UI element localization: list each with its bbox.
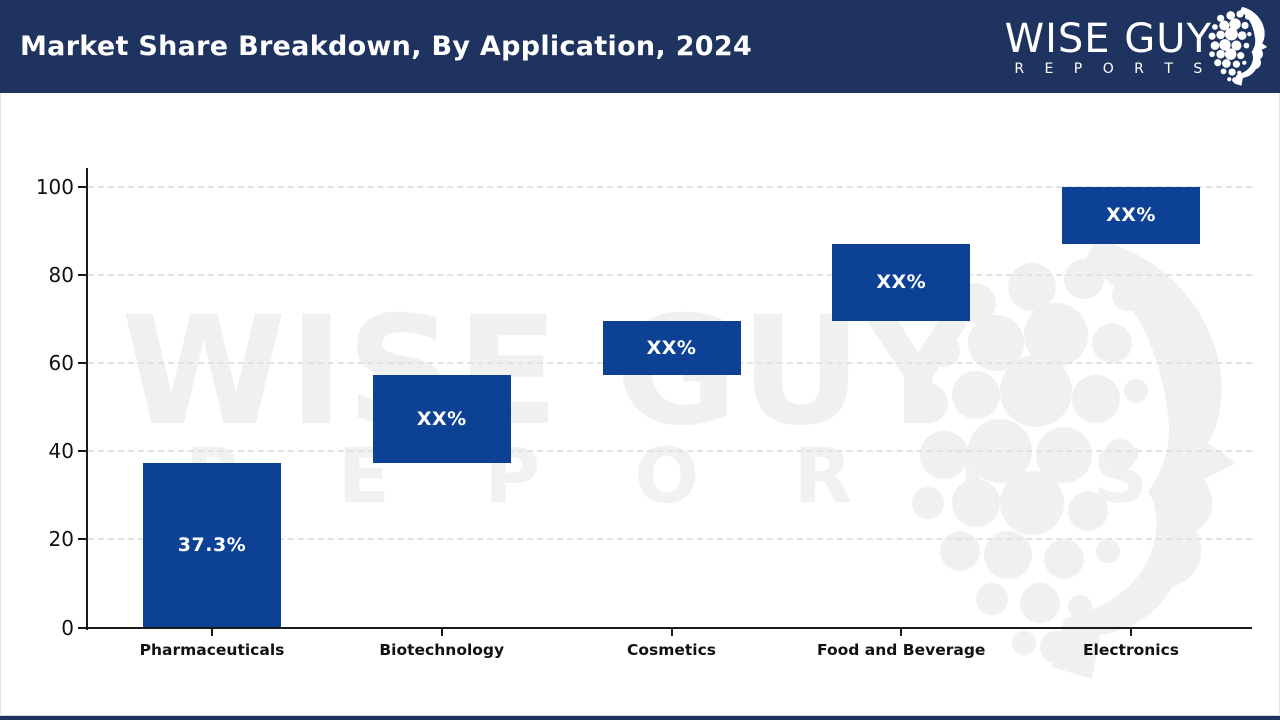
y-tick-label: 100 bbox=[35, 174, 74, 199]
y-tick-mark bbox=[78, 273, 86, 276]
x-tick-label: Pharmaceuticals bbox=[139, 640, 285, 659]
x-axis bbox=[86, 626, 1252, 629]
logo-wordmark: WISE GUY bbox=[1004, 15, 1212, 62]
y-tick-label: 60 bbox=[48, 350, 74, 375]
x-tick-mark bbox=[900, 629, 903, 636]
bar-value-label: XX% bbox=[1106, 204, 1156, 227]
x-tick-mark bbox=[1130, 629, 1132, 636]
bar: 37.3% bbox=[143, 463, 281, 628]
x-tick-label: Food and Beverage bbox=[817, 640, 986, 659]
bar-value-label: XX% bbox=[646, 336, 697, 359]
x-tick-label: Cosmetics bbox=[626, 640, 717, 659]
bar: XX% bbox=[1062, 186, 1200, 244]
y-tick-mark bbox=[78, 626, 86, 629]
bar: XX% bbox=[372, 374, 511, 463]
x-tick-mark bbox=[440, 629, 443, 636]
x-tick-mark bbox=[211, 629, 213, 636]
gridline bbox=[88, 450, 1252, 453]
header: Market Share Breakdown, By Application, … bbox=[0, 0, 1280, 93]
bar-value-label: XX% bbox=[416, 407, 467, 430]
page-title: Market Share Breakdown, By Application, … bbox=[20, 31, 753, 62]
y-tick-label: 20 bbox=[48, 527, 74, 552]
bar-value-label: 37.3% bbox=[177, 534, 247, 557]
wiseguy-face-icon bbox=[1198, 4, 1272, 90]
y-tick-mark bbox=[78, 361, 86, 364]
y-tick-mark bbox=[78, 450, 86, 453]
x-tick-label: Electronics bbox=[1082, 640, 1180, 659]
footer-hairline bbox=[0, 715, 1280, 716]
y-tick-mark bbox=[78, 185, 86, 188]
gridline bbox=[88, 185, 1252, 188]
bar: XX% bbox=[602, 321, 741, 375]
x-tick-label: Biotechnology bbox=[379, 640, 505, 659]
bar: XX% bbox=[832, 243, 971, 321]
y-tick-mark bbox=[78, 538, 86, 541]
footer-strip bbox=[0, 716, 1280, 720]
y-tick-label: 40 bbox=[48, 439, 74, 464]
watermark-wordmark: WISE GUY bbox=[121, 285, 975, 459]
gridline bbox=[88, 273, 1252, 276]
logo-text: WISE GUY R E P O R T S bbox=[1005, 18, 1212, 77]
wiseguy-logo: WISE GUY R E P O R T S bbox=[1005, 4, 1272, 90]
gridline bbox=[88, 538, 1252, 541]
y-tick-label: 80 bbox=[48, 262, 74, 287]
logo-subtitle: R E P O R T S bbox=[1014, 60, 1211, 77]
y-axis bbox=[86, 168, 88, 630]
bar-value-label: XX% bbox=[876, 271, 927, 294]
x-tick-mark bbox=[670, 629, 673, 636]
chart-area: WISE GUY R E P O R T S 0 20 40 60 80 100 37.3%… bbox=[0, 93, 1280, 714]
y-tick-label: 0 bbox=[61, 615, 74, 640]
